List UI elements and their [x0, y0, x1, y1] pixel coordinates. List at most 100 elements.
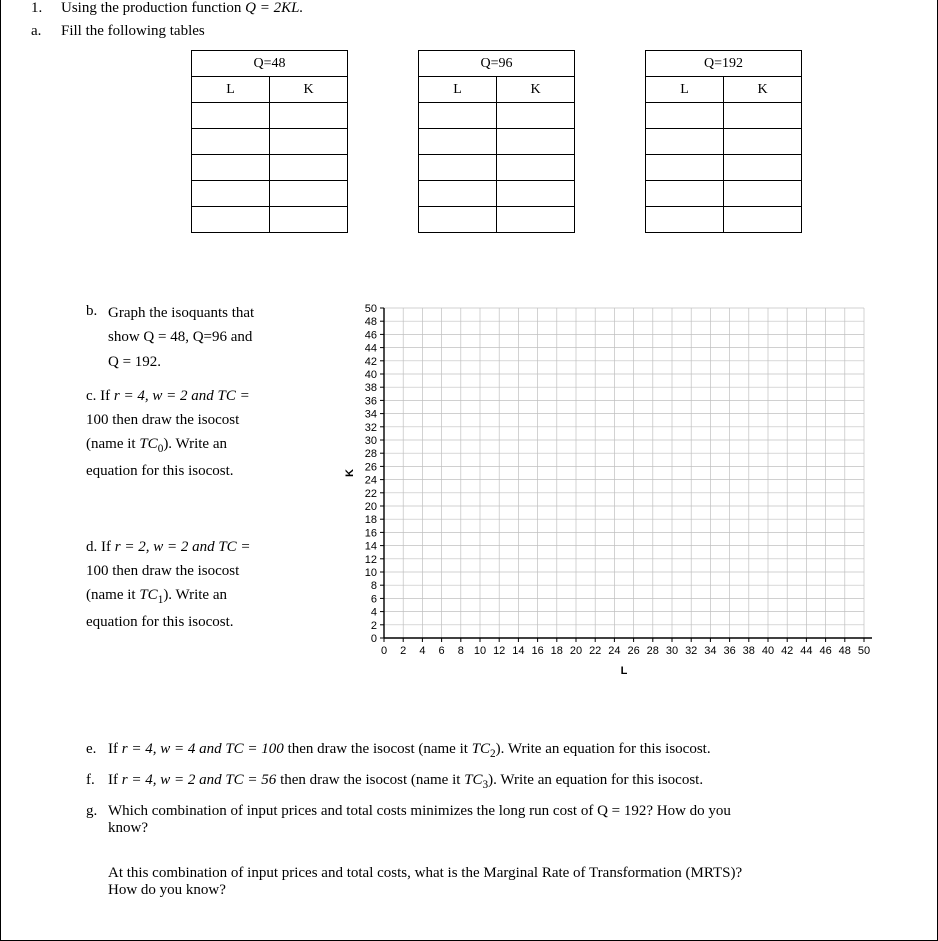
cell[interactable]: [646, 129, 724, 155]
cell[interactable]: [270, 155, 348, 181]
table-row: [192, 155, 348, 181]
prompt-g: g. Which combination of input prices and…: [86, 803, 907, 837]
cell[interactable]: [646, 155, 724, 181]
cell[interactable]: [497, 129, 575, 155]
cell[interactable]: [270, 181, 348, 207]
prompt-d: d. If r = 2, w = 2 and TC = 100 then dra…: [86, 537, 319, 633]
table-header: Q=48: [192, 51, 348, 77]
tables-row: Q=48LKQ=96LKQ=192LK: [191, 50, 907, 233]
cell[interactable]: [192, 103, 270, 129]
svg-text:2: 2: [400, 645, 406, 657]
svg-text:28: 28: [365, 448, 377, 460]
table-row: [419, 155, 575, 181]
col-K: K: [497, 77, 575, 103]
svg-text:8: 8: [371, 580, 377, 592]
svg-text:32: 32: [365, 422, 377, 434]
svg-text:50: 50: [858, 645, 870, 657]
table-row: [192, 129, 348, 155]
svg-text:10: 10: [365, 567, 377, 579]
cell[interactable]: [497, 155, 575, 181]
svg-text:0: 0: [381, 645, 387, 657]
cell[interactable]: [646, 207, 724, 233]
svg-text:38: 38: [743, 645, 755, 657]
follow-up: At this combination of input prices and …: [86, 865, 907, 899]
table-row: [419, 207, 575, 233]
cell[interactable]: [192, 207, 270, 233]
cell[interactable]: [419, 129, 497, 155]
cell[interactable]: [724, 155, 802, 181]
table-row: [192, 207, 348, 233]
cell[interactable]: [419, 155, 497, 181]
cell[interactable]: [419, 207, 497, 233]
table-q2: Q=192LK: [645, 50, 802, 233]
table-header: Q=96: [419, 51, 575, 77]
table-q1: Q=96LK: [418, 50, 575, 233]
cell[interactable]: [270, 129, 348, 155]
svg-text:30: 30: [666, 645, 678, 657]
svg-text:14: 14: [365, 541, 377, 553]
svg-text:16: 16: [365, 527, 377, 539]
svg-text:34: 34: [704, 645, 716, 657]
cell[interactable]: [270, 103, 348, 129]
col-L: L: [646, 77, 724, 103]
svg-text:12: 12: [365, 554, 377, 566]
svg-text:34: 34: [365, 409, 377, 421]
col-L: L: [419, 77, 497, 103]
svg-text:26: 26: [627, 645, 639, 657]
svg-text:46: 46: [819, 645, 831, 657]
svg-text:26: 26: [365, 461, 377, 473]
svg-text:48: 48: [839, 645, 851, 657]
cell[interactable]: [192, 155, 270, 181]
svg-text:22: 22: [589, 645, 601, 657]
svg-text:4: 4: [419, 645, 425, 657]
cell[interactable]: [724, 181, 802, 207]
table-row: [419, 129, 575, 155]
table-row: [646, 181, 802, 207]
table-row: [646, 207, 802, 233]
prompt-c: c. If r = 4, w = 2 and TC = 100 then dra…: [86, 386, 319, 482]
svg-text:2: 2: [371, 620, 377, 632]
cell[interactable]: [192, 181, 270, 207]
table-q0: Q=48LK: [191, 50, 348, 233]
svg-text:18: 18: [551, 645, 563, 657]
svg-text:28: 28: [647, 645, 659, 657]
svg-text:24: 24: [608, 645, 620, 657]
cell[interactable]: [192, 129, 270, 155]
table-row: [192, 103, 348, 129]
question-1: 1. Using the production function Q = 2KL…: [31, 0, 907, 17]
q1-text: Using the production function Q = 2KL.: [61, 0, 907, 17]
svg-text:12: 12: [493, 645, 505, 657]
svg-text:40: 40: [762, 645, 774, 657]
cell[interactable]: [724, 103, 802, 129]
table-row: [419, 103, 575, 129]
table-row: [646, 155, 802, 181]
cell[interactable]: [646, 181, 724, 207]
svg-text:22: 22: [365, 488, 377, 500]
cell[interactable]: [497, 181, 575, 207]
cell[interactable]: [724, 129, 802, 155]
svg-text:0: 0: [371, 633, 377, 645]
svg-text:6: 6: [371, 593, 377, 605]
table-row: [419, 181, 575, 207]
prompt-b: b. Graph the isoquants that show Q = 48,…: [86, 303, 319, 376]
cell[interactable]: [419, 181, 497, 207]
svg-text:36: 36: [365, 395, 377, 407]
svg-text:20: 20: [365, 501, 377, 513]
col-K: K: [724, 77, 802, 103]
cell[interactable]: [724, 207, 802, 233]
isoquant-chart: 0246810121416182022242628303234363840424…: [339, 303, 907, 703]
cell[interactable]: [270, 207, 348, 233]
svg-text:38: 38: [365, 382, 377, 394]
col-L: L: [192, 77, 270, 103]
cell[interactable]: [646, 103, 724, 129]
table-row: [646, 129, 802, 155]
svg-text:30: 30: [365, 435, 377, 447]
cell[interactable]: [497, 207, 575, 233]
svg-text:14: 14: [512, 645, 524, 657]
cell[interactable]: [419, 103, 497, 129]
cell[interactable]: [497, 103, 575, 129]
svg-text:10: 10: [474, 645, 486, 657]
svg-text:44: 44: [365, 343, 377, 355]
svg-text:44: 44: [800, 645, 812, 657]
table-header: Q=192: [646, 51, 802, 77]
